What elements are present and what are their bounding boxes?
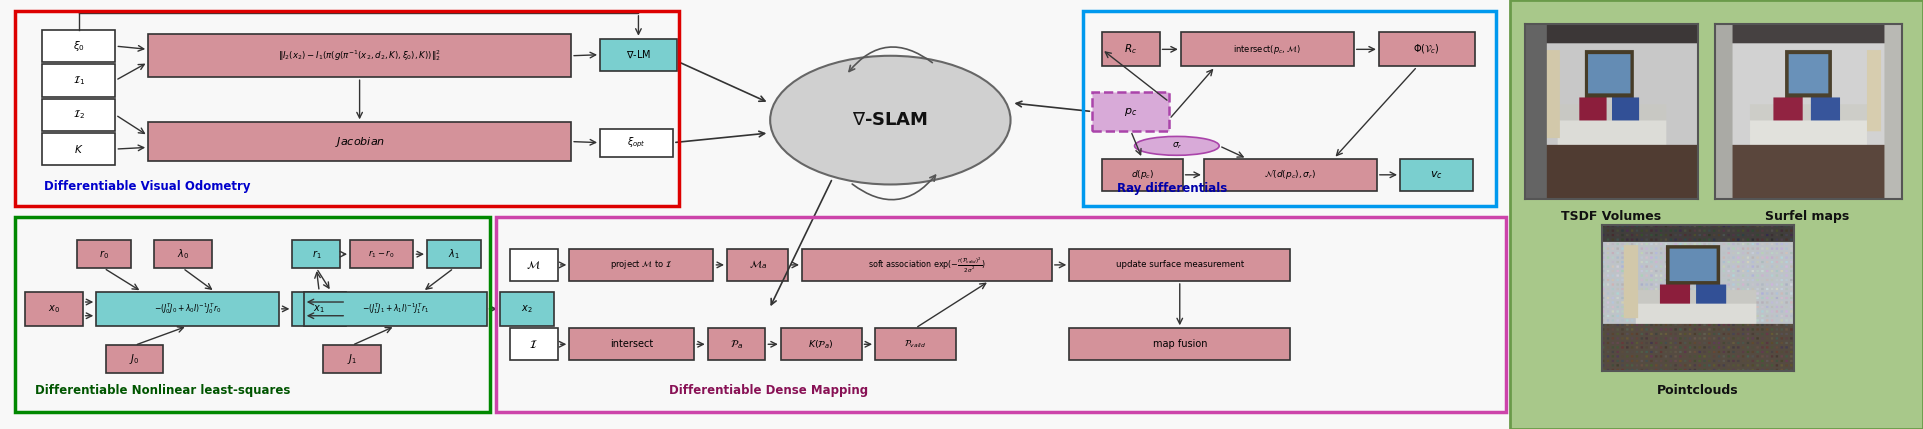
- FancyBboxPatch shape: [304, 292, 487, 326]
- FancyBboxPatch shape: [802, 249, 1052, 281]
- FancyBboxPatch shape: [148, 122, 571, 161]
- Text: $J_0$: $J_0$: [129, 352, 140, 366]
- FancyBboxPatch shape: [875, 328, 956, 360]
- FancyBboxPatch shape: [781, 328, 862, 360]
- FancyBboxPatch shape: [569, 328, 694, 360]
- Text: $J_1$: $J_1$: [346, 352, 358, 366]
- FancyBboxPatch shape: [350, 240, 413, 268]
- FancyBboxPatch shape: [510, 328, 558, 360]
- Text: intersect: intersect: [610, 339, 654, 349]
- FancyBboxPatch shape: [106, 345, 163, 373]
- FancyBboxPatch shape: [727, 249, 788, 281]
- FancyBboxPatch shape: [77, 240, 131, 268]
- Text: $\lambda_1$: $\lambda_1$: [448, 247, 460, 261]
- Text: $p_c$: $p_c$: [1125, 106, 1136, 118]
- FancyBboxPatch shape: [569, 249, 713, 281]
- Text: soft association $\exp(-\frac{r(\mathcal{P}_{valid})^2}{2\sigma^2})$: soft association $\exp(-\frac{r(\mathcal…: [867, 255, 986, 275]
- FancyBboxPatch shape: [0, 0, 1510, 429]
- FancyBboxPatch shape: [1092, 92, 1169, 131]
- Text: TSDF Volumes: TSDF Volumes: [1561, 210, 1661, 223]
- FancyBboxPatch shape: [500, 292, 554, 326]
- Text: Pointclouds: Pointclouds: [1658, 384, 1738, 397]
- FancyBboxPatch shape: [1510, 0, 1923, 429]
- Circle shape: [1135, 136, 1219, 155]
- Text: $x_1$: $x_1$: [313, 303, 325, 315]
- Text: Ray differentials: Ray differentials: [1117, 182, 1227, 195]
- FancyBboxPatch shape: [154, 240, 212, 268]
- Text: $r_1-r_0$: $r_1-r_0$: [369, 248, 394, 260]
- FancyBboxPatch shape: [25, 292, 83, 326]
- Text: $x_0$: $x_0$: [48, 303, 60, 315]
- Text: $\Phi(\mathcal{V}_c)$: $\Phi(\mathcal{V}_c)$: [1413, 42, 1440, 56]
- Text: $Jacobian$: $Jacobian$: [335, 135, 385, 148]
- Text: $d(p_c)$: $d(p_c)$: [1131, 168, 1154, 181]
- Text: $\lambda_0$: $\lambda_0$: [177, 247, 188, 261]
- FancyBboxPatch shape: [1400, 159, 1473, 191]
- FancyBboxPatch shape: [1102, 32, 1160, 66]
- Text: $-(J_0^TJ_0+\lambda_0 I)^{-1}J_0^Tr_0$: $-(J_0^TJ_0+\lambda_0 I)^{-1}J_0^Tr_0$: [154, 302, 221, 316]
- FancyBboxPatch shape: [1379, 32, 1475, 66]
- Text: $\mathcal{M}$: $\mathcal{M}$: [527, 259, 540, 271]
- Text: Differentiable Nonlinear least-squares: Differentiable Nonlinear least-squares: [35, 384, 290, 397]
- Text: $-(J_1^TJ_1+\lambda_1 I)^{-1}J_1^Tr_1$: $-(J_1^TJ_1+\lambda_1 I)^{-1}J_1^Tr_1$: [362, 302, 429, 316]
- Text: $\nabla$-SLAM: $\nabla$-SLAM: [852, 111, 929, 129]
- Text: $\mathcal{P}_a$: $\mathcal{P}_a$: [731, 338, 742, 350]
- Text: $\mathrm{intersect}(p_c, \mathcal{M})$: $\mathrm{intersect}(p_c, \mathcal{M})$: [1233, 43, 1302, 56]
- Text: map fusion: map fusion: [1152, 339, 1208, 349]
- Text: $\|I_2(x_2) - I_1(\pi(g(\pi^{-1}(x_2,d_2,K),\xi_0),K))\|_2^2$: $\|I_2(x_2) - I_1(\pi(g(\pi^{-1}(x_2,d_2…: [279, 48, 440, 63]
- Text: $\xi_{opt}$: $\xi_{opt}$: [627, 136, 646, 150]
- FancyBboxPatch shape: [1204, 159, 1377, 191]
- Text: $R_c$: $R_c$: [1125, 42, 1136, 56]
- FancyBboxPatch shape: [1069, 249, 1290, 281]
- FancyBboxPatch shape: [42, 99, 115, 131]
- Text: Differentiable Dense Mapping: Differentiable Dense Mapping: [669, 384, 869, 397]
- FancyBboxPatch shape: [42, 30, 115, 62]
- FancyBboxPatch shape: [148, 34, 571, 77]
- FancyBboxPatch shape: [1102, 159, 1183, 191]
- FancyBboxPatch shape: [600, 39, 677, 71]
- Text: $\xi_0$: $\xi_0$: [73, 39, 85, 53]
- Text: $\mathcal{P}_{valid}$: $\mathcal{P}_{valid}$: [904, 338, 927, 350]
- Text: project $\mathcal{M}$ to $\mathcal{I}$: project $\mathcal{M}$ to $\mathcal{I}$: [610, 258, 673, 272]
- Text: $K(\mathcal{P}_a)$: $K(\mathcal{P}_a)$: [808, 338, 835, 350]
- Ellipse shape: [769, 56, 1011, 184]
- Text: $v_c$: $v_c$: [1431, 169, 1442, 181]
- FancyBboxPatch shape: [510, 249, 558, 281]
- Text: Differentiable Visual Odometry: Differentiable Visual Odometry: [44, 180, 250, 193]
- FancyBboxPatch shape: [292, 292, 346, 326]
- FancyBboxPatch shape: [323, 345, 381, 373]
- FancyBboxPatch shape: [427, 240, 481, 268]
- Text: $\sigma_r$: $\sigma_r$: [1171, 141, 1183, 151]
- Text: $K$: $K$: [75, 143, 83, 155]
- FancyBboxPatch shape: [708, 328, 765, 360]
- Text: $\nabla\text{-LM}$: $\nabla\text{-LM}$: [625, 49, 652, 60]
- FancyBboxPatch shape: [42, 64, 115, 97]
- FancyBboxPatch shape: [42, 133, 115, 165]
- Text: Surfel maps: Surfel maps: [1765, 210, 1850, 223]
- Text: $\mathcal{M}_a$: $\mathcal{M}_a$: [748, 259, 767, 271]
- Text: $\mathcal{I}$: $\mathcal{I}$: [529, 338, 538, 350]
- FancyBboxPatch shape: [292, 240, 340, 268]
- FancyBboxPatch shape: [1069, 328, 1290, 360]
- Text: $\mathcal{I}_2$: $\mathcal{I}_2$: [73, 109, 85, 121]
- FancyBboxPatch shape: [96, 292, 279, 326]
- FancyBboxPatch shape: [600, 129, 673, 157]
- Text: $x_2$: $x_2$: [521, 303, 533, 315]
- Text: update surface measurement: update surface measurement: [1115, 260, 1244, 269]
- Text: $r_0$: $r_0$: [98, 248, 110, 260]
- Text: $\mathcal{N}(d(p_c), \sigma_r)$: $\mathcal{N}(d(p_c), \sigma_r)$: [1263, 168, 1317, 181]
- FancyBboxPatch shape: [1181, 32, 1354, 66]
- Text: $r_1$: $r_1$: [312, 248, 321, 260]
- Text: $\mathcal{I}_1$: $\mathcal{I}_1$: [73, 74, 85, 87]
